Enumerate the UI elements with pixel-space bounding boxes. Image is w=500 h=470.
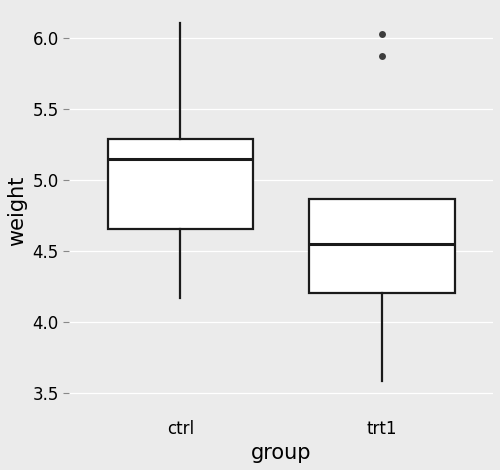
X-axis label: group: group [251,443,312,463]
Y-axis label: weight: weight [7,176,27,246]
Bar [108,139,253,229]
Bar [310,199,454,293]
